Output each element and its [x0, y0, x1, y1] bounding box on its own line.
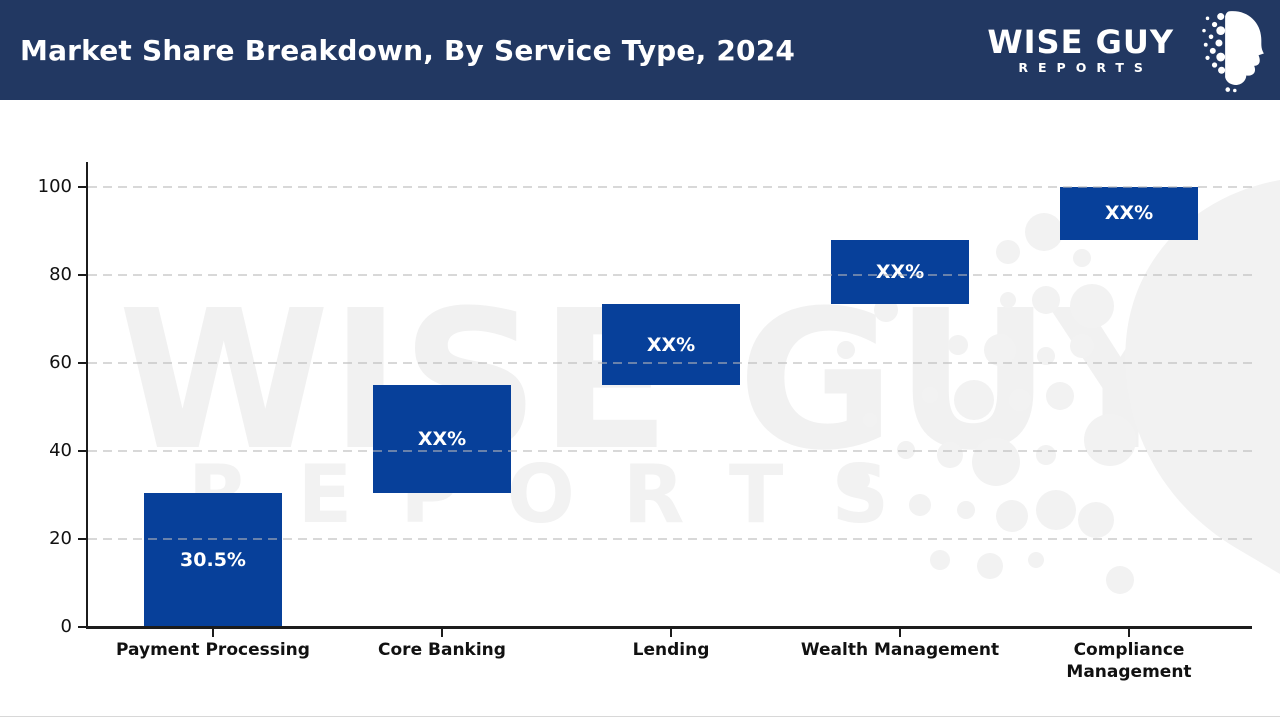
y-axis-line	[86, 162, 88, 629]
bar-lending: XX%	[602, 304, 740, 385]
bar-wealth-management: XX%	[831, 239, 969, 305]
x-category-label: Compliance Management	[1066, 640, 1192, 683]
gridline	[88, 538, 1252, 540]
x-category-label: Payment Processing	[116, 640, 310, 660]
x-axis-line	[86, 626, 1252, 629]
y-tick	[78, 450, 86, 452]
x-tick	[1128, 629, 1130, 637]
x-tick	[212, 629, 214, 637]
x-tick	[441, 629, 443, 637]
bar-value-label: XX%	[1104, 202, 1154, 225]
bar-value-label: XX%	[417, 427, 467, 450]
gridline	[88, 362, 1252, 364]
x-category-label: Lending	[632, 640, 710, 660]
x-category-label: Core Banking	[378, 640, 506, 660]
logo-face-icon	[1202, 11, 1264, 93]
logo-wordmark: WISE GUY	[987, 22, 1174, 61]
y-tick-label: 60	[49, 352, 72, 373]
y-tick	[78, 626, 86, 628]
bottom-divider	[0, 716, 1280, 717]
page-title: Market Share Breakdown, By Service Type,…	[20, 33, 796, 67]
y-tick	[78, 362, 86, 364]
x-tick	[899, 629, 901, 637]
x-tick	[670, 629, 672, 637]
gridline	[88, 186, 1252, 188]
wiseguy-logo-text: WISE GUY REPORTS	[987, 26, 1174, 75]
gridline	[88, 450, 1252, 452]
y-tick-label: 100	[37, 176, 72, 197]
x-category-label: Wealth Management	[800, 640, 1000, 660]
y-tick-label: 80	[49, 264, 72, 285]
watermark-reports: REPORTS	[188, 448, 937, 541]
bar-compliance-management: XX%	[1060, 187, 1198, 240]
gridline	[88, 274, 1252, 276]
header-bar: Market Share Breakdown, By Service Type,…	[0, 0, 1280, 100]
y-tick	[78, 274, 86, 276]
bar-value-label: XX%	[875, 261, 925, 284]
bar-payment-processing: 30.5%	[144, 492, 282, 627]
y-tick-label: 0	[60, 616, 72, 637]
watermark-dotted-head	[837, 180, 1280, 594]
bar-value-label: XX%	[646, 333, 696, 356]
bar-value-label: 30.5%	[180, 548, 246, 571]
bar-core-banking: XX%	[373, 385, 511, 493]
y-tick-label: 20	[49, 528, 72, 549]
wiseguy-logo: WISE GUY REPORTS	[987, 0, 1270, 100]
logo-subtitle: REPORTS	[1018, 59, 1153, 75]
y-tick-label: 40	[49, 440, 72, 461]
y-tick	[78, 538, 86, 540]
y-tick	[78, 186, 86, 188]
